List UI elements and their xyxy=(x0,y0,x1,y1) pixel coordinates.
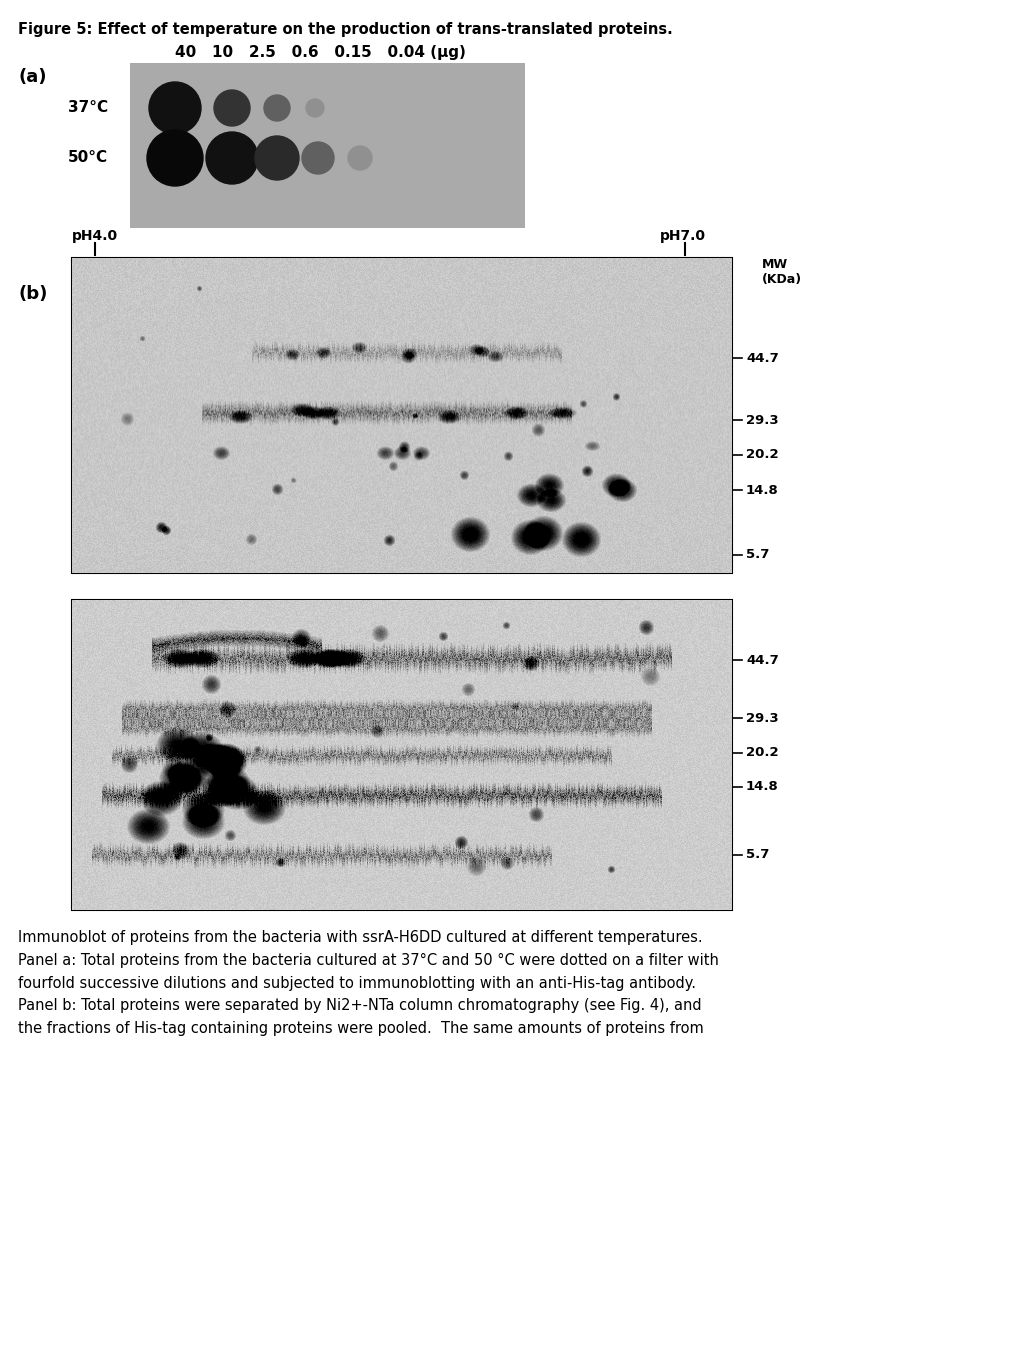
Text: 5.7: 5.7 xyxy=(746,549,769,561)
Text: Figure 5: Effect of temperature on the production of trans-translated proteins.: Figure 5: Effect of temperature on the p… xyxy=(18,22,673,37)
Text: 50°C: 50°C xyxy=(85,612,132,630)
Text: (b): (b) xyxy=(18,285,48,303)
Text: 20.2: 20.2 xyxy=(746,448,778,462)
Text: 44.7: 44.7 xyxy=(746,653,778,667)
Text: pH4.0: pH4.0 xyxy=(72,230,118,243)
Circle shape xyxy=(149,81,201,134)
Text: 37°C: 37°C xyxy=(68,100,108,115)
Text: (a): (a) xyxy=(18,68,47,86)
Text: pH7.0: pH7.0 xyxy=(660,230,706,243)
Bar xyxy=(130,62,525,228)
Text: 14.8: 14.8 xyxy=(746,483,778,497)
Text: 5.7: 5.7 xyxy=(746,849,769,861)
Text: 50°C: 50°C xyxy=(68,151,108,166)
Bar xyxy=(72,600,732,910)
Text: Immunoblot of proteins from the bacteria with ssrA-H6DD cultured at different te: Immunoblot of proteins from the bacteria… xyxy=(18,930,719,1036)
Text: 20.2: 20.2 xyxy=(746,747,778,759)
Text: 29.3: 29.3 xyxy=(746,413,778,426)
Circle shape xyxy=(214,90,250,126)
Bar xyxy=(72,258,732,573)
Circle shape xyxy=(206,132,258,183)
Text: MW
(KDa): MW (KDa) xyxy=(762,258,802,287)
Circle shape xyxy=(264,95,290,121)
Circle shape xyxy=(147,130,203,186)
Circle shape xyxy=(348,147,372,170)
Text: 37°C: 37°C xyxy=(85,270,132,288)
Text: 29.3: 29.3 xyxy=(746,712,778,725)
Circle shape xyxy=(302,143,334,174)
Circle shape xyxy=(255,136,299,181)
Circle shape xyxy=(306,99,324,117)
Text: 14.8: 14.8 xyxy=(746,781,778,793)
Text: 44.7: 44.7 xyxy=(746,352,778,364)
Text: 40   10   2.5   0.6   0.15   0.04 (µg): 40 10 2.5 0.6 0.15 0.04 (µg) xyxy=(175,45,466,60)
